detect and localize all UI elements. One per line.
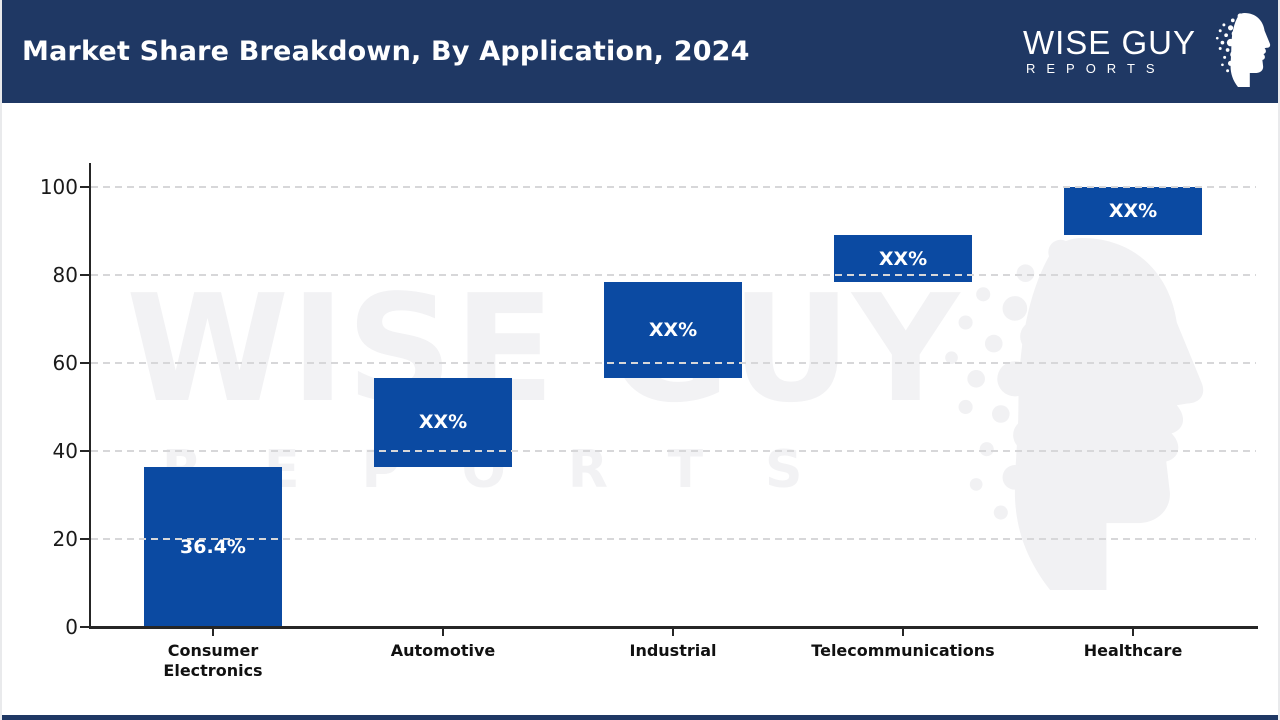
brand-name: WISE GUY <box>1022 23 1196 61</box>
y-tick-label: 0 <box>65 615 78 639</box>
bar-value-label: XX% <box>418 411 468 434</box>
y-axis-tick <box>80 538 89 540</box>
y-axis-tick <box>80 362 89 364</box>
x-tick-label: Automotive <box>390 641 496 660</box>
y-axis-line <box>89 163 91 629</box>
x-axis-tick <box>212 629 214 636</box>
gridline-40 <box>91 450 1256 452</box>
x-tick-label: Telecommunications <box>811 641 995 660</box>
bar-value-label: XX% <box>878 247 928 270</box>
y-axis-tick <box>80 274 89 276</box>
bar-healthcare: XX% <box>1064 187 1202 236</box>
x-axis-tick <box>1132 629 1134 636</box>
x-tick-label: Industrial <box>629 641 717 660</box>
y-tick-label: 60 <box>52 351 78 375</box>
x-tick-label: Healthcare <box>1083 641 1183 660</box>
y-axis-tick <box>80 186 89 188</box>
y-axis-tick <box>80 450 89 452</box>
x-axis-tick <box>442 629 444 636</box>
bar-consumer-electronics: 36.4% <box>144 466 282 627</box>
footer-bar <box>2 715 1278 720</box>
bar-value-label: XX% <box>1108 200 1158 223</box>
x-axis-line <box>89 626 1258 629</box>
bar-automotive: XX% <box>374 377 512 467</box>
gridline-80 <box>91 274 1256 276</box>
x-axis-tick <box>902 629 904 636</box>
brand-logo: WISE GUY REPORTS <box>1023 4 1272 96</box>
brand-logo-text: WISE GUY REPORTS <box>1023 26 1196 75</box>
x-axis-tick <box>672 629 674 636</box>
brand-subtitle: REPORTS <box>1025 60 1166 76</box>
page-title: Market Share Breakdown, By Application, … <box>22 36 750 67</box>
bar-value-label: 36.4% <box>180 535 246 558</box>
header-bar: Market Share Breakdown, By Application, … <box>2 0 1278 103</box>
watermark-brand-text: WISE GUY <box>126 263 961 435</box>
y-tick-label: 40 <box>52 439 78 463</box>
gridline-60 <box>91 362 1256 364</box>
y-tick-label: 20 <box>52 527 78 551</box>
y-tick-label: 100 <box>39 175 78 199</box>
gridline-20 <box>91 538 1256 540</box>
x-tick-label: Consumer Electronics <box>163 641 263 680</box>
gridline-100 <box>91 186 1256 188</box>
y-axis-tick <box>80 626 89 628</box>
bar-value-label: XX% <box>648 319 698 342</box>
wiseguy-face-icon <box>1215 13 1271 87</box>
y-tick-label: 80 <box>52 263 78 287</box>
